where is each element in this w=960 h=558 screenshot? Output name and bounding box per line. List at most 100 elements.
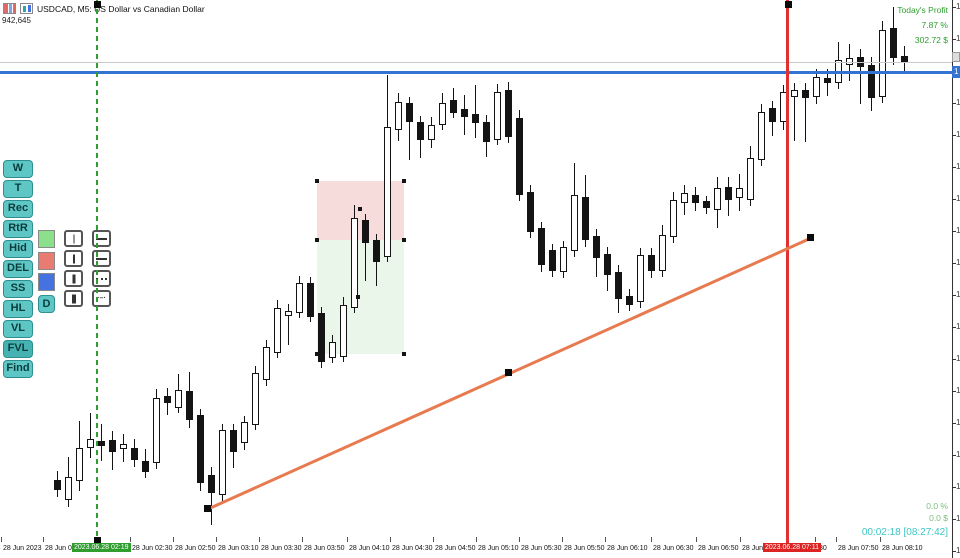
candle-body	[901, 56, 908, 62]
time-label: 28 Jun 03:50	[304, 545, 345, 552]
candle-wick	[794, 83, 795, 141]
candle-body	[186, 391, 193, 420]
price-label-fragment: 1	[956, 482, 960, 491]
candle-body	[175, 390, 182, 408]
candle-body	[307, 283, 314, 317]
candle-body	[450, 100, 457, 113]
candle-body	[87, 439, 94, 448]
price-tick	[952, 327, 956, 328]
toolbar-button-t[interactable]: T	[3, 180, 33, 198]
candle-body	[384, 127, 391, 257]
candle-body	[791, 90, 798, 97]
line-width-glyph	[73, 234, 74, 243]
time-label: 28 Jun 08:10	[882, 545, 923, 552]
time-tick	[173, 537, 174, 542]
rect-handle[interactable]	[402, 238, 406, 242]
toolbar-button-vl[interactable]: VL	[3, 320, 33, 338]
bid-price-line[interactable]	[0, 62, 952, 63]
price-tick	[952, 103, 956, 104]
line-style-button-dash[interactable]	[92, 250, 111, 267]
time-label: 28 Jun 01	[45, 545, 76, 552]
rect-handle[interactable]	[315, 179, 319, 183]
candle-body	[461, 109, 468, 117]
price-label-fragment: 1	[956, 514, 960, 523]
price-label-fragment: 1	[956, 258, 960, 267]
line-style-button-dot[interactable]	[92, 270, 111, 287]
line-width-button-2[interactable]	[64, 250, 83, 267]
color-swatch-blue[interactable]	[38, 273, 55, 291]
object-anchor-marker[interactable]	[807, 234, 814, 241]
candle-body	[736, 188, 743, 198]
price-tick	[952, 359, 956, 360]
candle-body	[813, 77, 820, 97]
candle-wick	[805, 83, 806, 142]
object-anchor-marker[interactable]	[204, 505, 211, 512]
color-swatch-red[interactable]	[38, 251, 55, 270]
session-amount: 0.0 $	[929, 513, 948, 523]
toolbar-button-rtr[interactable]: RtR	[3, 220, 33, 238]
price-tick	[952, 391, 956, 392]
time-tick	[302, 537, 303, 542]
time-tick	[43, 537, 44, 542]
time-tick	[651, 537, 652, 542]
candle-body	[373, 240, 380, 262]
object-anchor-marker[interactable]	[785, 1, 792, 8]
rect-handle[interactable]	[358, 207, 362, 211]
candle-body	[758, 112, 765, 160]
line-style-glyph	[96, 237, 107, 240]
toolbar-button-w[interactable]: W	[3, 160, 33, 178]
line-width-button-1[interactable]	[64, 230, 83, 247]
price-label-fragment: 1	[956, 418, 960, 427]
color-swatch-d-button[interactable]: D	[38, 294, 55, 313]
time-label: 28 Jun	[742, 545, 764, 552]
toolbar-button-rec[interactable]: Rec	[3, 200, 33, 218]
line-style-button-solid[interactable]	[92, 230, 111, 247]
line-style-button-dash-dot[interactable]: ·–·	[92, 290, 111, 307]
toolbar-button-hl[interactable]: HL	[3, 300, 33, 318]
candle-bar-glyph	[28, 5, 31, 12]
line-width-button-4[interactable]	[64, 290, 83, 307]
blue-horizontal-line[interactable]	[0, 71, 952, 74]
price-label-fragment: 1	[956, 450, 960, 459]
rect-handle[interactable]	[402, 179, 406, 183]
green-dashed-vline[interactable]	[96, 0, 98, 540]
time-label: 28 Jun 03:10	[218, 545, 259, 552]
candle-body	[219, 430, 226, 495]
price-label-fragment: 1	[956, 386, 960, 395]
red-vline[interactable]	[786, 0, 789, 543]
rect-handle[interactable]	[402, 352, 406, 356]
time-tick	[562, 537, 563, 542]
candle-wick	[211, 467, 212, 525]
line-width-button-3[interactable]	[64, 270, 83, 287]
toolbar-button-fvl[interactable]: FVL	[3, 340, 33, 358]
green-rectangle-zone[interactable]	[317, 240, 404, 354]
candle-body	[593, 236, 600, 258]
toolbar-button-del[interactable]: DEL	[3, 260, 33, 278]
color-swatch-green[interactable]	[38, 230, 55, 248]
candle-body	[681, 193, 688, 203]
price-label-fragment: 1	[956, 354, 960, 363]
candle-body	[439, 103, 446, 125]
candle-body	[65, 477, 72, 500]
object-anchor-marker[interactable]	[94, 537, 101, 544]
rect-handle[interactable]	[315, 352, 319, 356]
candle-body	[747, 158, 754, 200]
time-tick	[347, 537, 348, 542]
candle-body	[879, 30, 886, 97]
toolbar-button-hid[interactable]: Hid	[3, 240, 33, 258]
line-width-glyph	[71, 294, 76, 303]
time-tick	[476, 537, 477, 542]
bar-counter: 942,645	[2, 16, 31, 25]
rect-handle[interactable]	[315, 238, 319, 242]
time-tick	[605, 537, 606, 542]
candle-bar-glyph	[23, 6, 26, 12]
price-tick	[952, 455, 956, 456]
object-anchor-marker[interactable]	[94, 1, 101, 8]
profit-percent: 7.87 %	[921, 20, 948, 30]
rect-handle[interactable]	[356, 295, 360, 299]
toolbar-button-ss[interactable]: SS	[3, 280, 33, 298]
toolbar-button-find[interactable]: Find	[3, 360, 33, 378]
candle-body	[98, 441, 105, 446]
object-anchor-marker[interactable]	[505, 369, 512, 376]
